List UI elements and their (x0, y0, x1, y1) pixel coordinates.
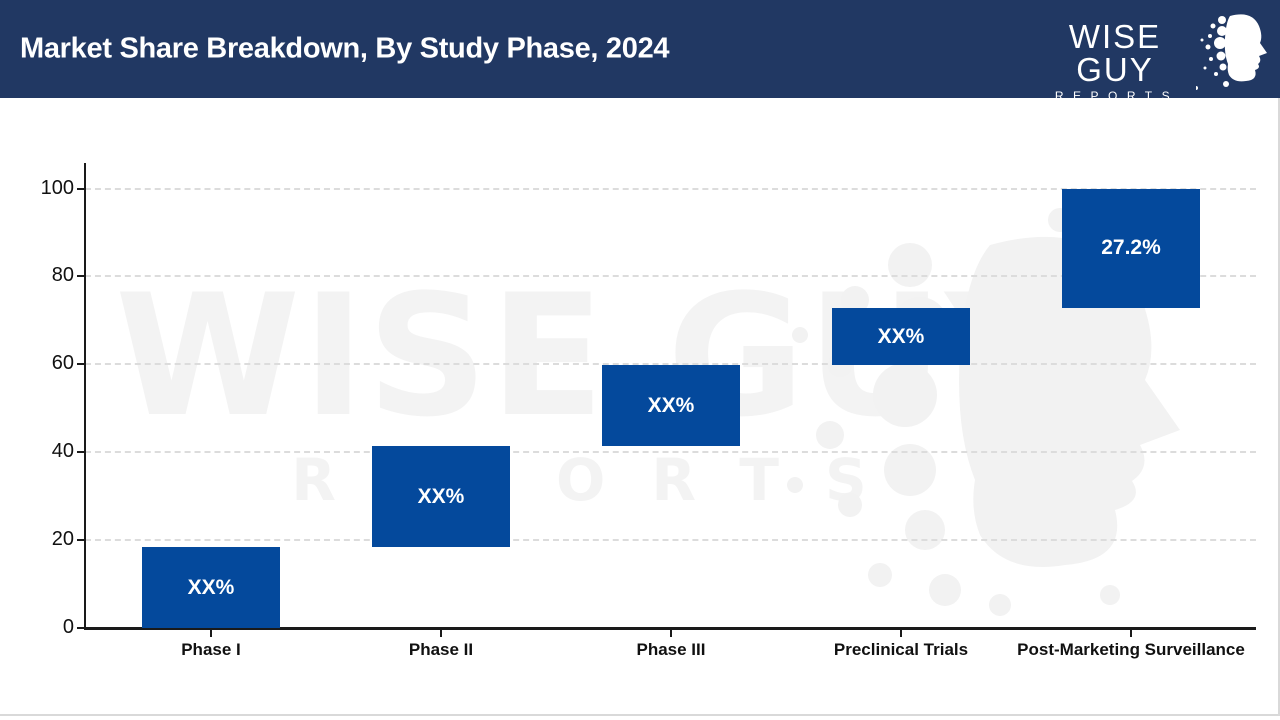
waterfall-bar-2: XX% (372, 446, 510, 548)
logo-subtitle: REPORTS (1054, 89, 1180, 103)
y-axis-line (84, 163, 86, 628)
y-tick-label-40: 40 (51, 440, 74, 463)
y-tick-40 (77, 451, 85, 454)
watermark-subtitle: REPORTS (291, 446, 913, 514)
x-tick-1 (210, 630, 212, 637)
y-tick-80 (77, 275, 85, 278)
y-tick-label-80: 80 (51, 264, 74, 287)
waterfall-bar-1: XX% (142, 547, 280, 628)
gridline-20 (85, 539, 1256, 542)
x-tick-5 (1130, 630, 1132, 637)
logo-wordmark: WISE GUY (1068, 18, 1162, 88)
y-tick-label-60: 60 (51, 352, 74, 375)
bar-value-label-4: XX% (877, 324, 925, 348)
y-tick-20 (77, 539, 85, 542)
bar-value-label-2: XX% (417, 484, 465, 508)
header-bar: Market Share Breakdown, By Study Phase, … (0, 0, 1280, 103)
bar-value-label-5: 27.2% (1101, 236, 1161, 260)
y-tick-60 (77, 363, 85, 366)
x-category-label-2: Phase II (408, 640, 474, 659)
x-category-label-5: Post-Marketing Surveillance (1017, 640, 1245, 659)
chart-title: Market Share Breakdown, By Study Phase, … (20, 32, 670, 65)
gridline-40 (85, 451, 1256, 454)
waterfall-bar-4: XX% (832, 308, 970, 366)
x-tick-3 (670, 630, 672, 637)
logo-text: WISE GUY REPORTS (1028, 20, 1202, 103)
bar-value-label-1: XX% (187, 575, 235, 599)
y-tick-label-100: 100 (40, 176, 74, 199)
y-tick-0 (77, 627, 85, 629)
x-tick-4 (900, 630, 902, 637)
x-tick-2 (440, 630, 442, 637)
x-category-label-1: Phase I (181, 640, 241, 659)
bar-value-label-3: XX% (647, 393, 695, 417)
bottom-border (0, 714, 1280, 716)
right-border (1278, 98, 1280, 716)
y-tick-label-0: 0 (62, 616, 74, 638)
y-tick-label-20: 20 (51, 528, 74, 551)
x-category-label-3: Phase III (636, 640, 706, 659)
wise-guy-head-icon (1196, 14, 1267, 90)
gridline-80 (85, 275, 1256, 278)
gridline-100 (85, 187, 1256, 190)
y-tick-100 (77, 187, 85, 190)
waterfall-bar-3: XX% (602, 365, 740, 447)
waterfall-bar-5: 27.2% (1062, 188, 1200, 309)
gridline-60 (85, 363, 1256, 366)
x-category-label-4: Preclinical Trials (833, 640, 969, 659)
x-axis-line (84, 627, 1256, 630)
wise-guy-reports-logo: WISE GUY REPORTS (1028, 6, 1268, 103)
